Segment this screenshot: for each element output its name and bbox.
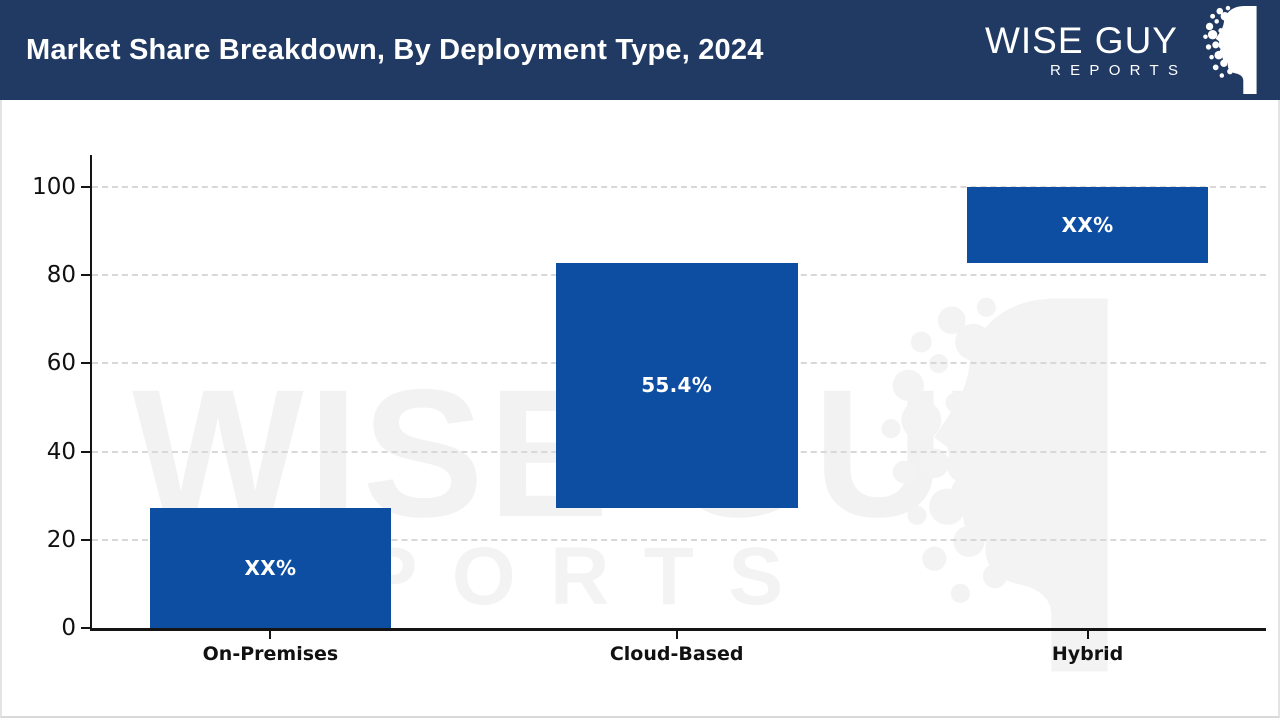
bar-on-premises: XX%	[149, 507, 392, 628]
y-tick-0	[81, 627, 90, 629]
y-tick-label-20: 20	[46, 526, 76, 553]
brand-name: WISE GUY	[984, 19, 1178, 61]
plot-area: 0 20 40 60 80 100 XX% 55.4% XX% On-Premises Cloud-…	[32, 155, 1266, 665]
page-title: Market Share Breakdown, By Deployment Ty…	[26, 33, 764, 66]
y-tick-20	[81, 538, 90, 541]
x-category-label: Cloud-Based	[609, 643, 744, 665]
header-bar: Market Share Breakdown, By Deployment Ty…	[0, 0, 1280, 100]
watermark-face-icon	[881, 297, 1108, 672]
y-tick-label-40: 40	[46, 438, 76, 465]
brand-wordmark: WISE GUY REPORTS	[985, 22, 1178, 79]
bar-hybrid: XX%	[966, 187, 1209, 264]
bar-value-label: XX%	[244, 555, 297, 580]
chart-canvas: WISE GUY REPORTS 0 20 40 60 80 100 XX% 55.4% XX%…	[0, 100, 1280, 718]
y-tick-40	[81, 450, 90, 453]
y-tick-label-80: 80	[46, 262, 76, 289]
gridline-20	[92, 538, 1266, 541]
wiseguy-face-icon	[1203, 5, 1257, 94]
x-tick-cloud-based	[675, 628, 678, 639]
x-category-label: On-Premises	[202, 643, 339, 665]
y-tick-label-100: 100	[32, 174, 76, 200]
brand-subname: REPORTS	[1049, 61, 1188, 79]
brand-logo: WISE GUY REPORTS	[985, 0, 1280, 100]
gridline-100	[92, 186, 1266, 188]
y-tick-60	[81, 362, 90, 365]
x-category-label: Hybrid	[1051, 643, 1124, 665]
x-tick-hybrid	[1086, 628, 1089, 639]
x-tick-on-premises	[269, 628, 272, 639]
bar-value-label: XX%	[1061, 213, 1114, 238]
y-tick-label-0: 0	[61, 615, 76, 641]
y-tick-100	[81, 186, 90, 188]
y-tick-80	[81, 274, 90, 277]
bar-cloud-based: 55.4%	[555, 263, 798, 508]
y-tick-label-60: 60	[46, 350, 76, 377]
bar-value-label: 55.4%	[641, 373, 713, 398]
